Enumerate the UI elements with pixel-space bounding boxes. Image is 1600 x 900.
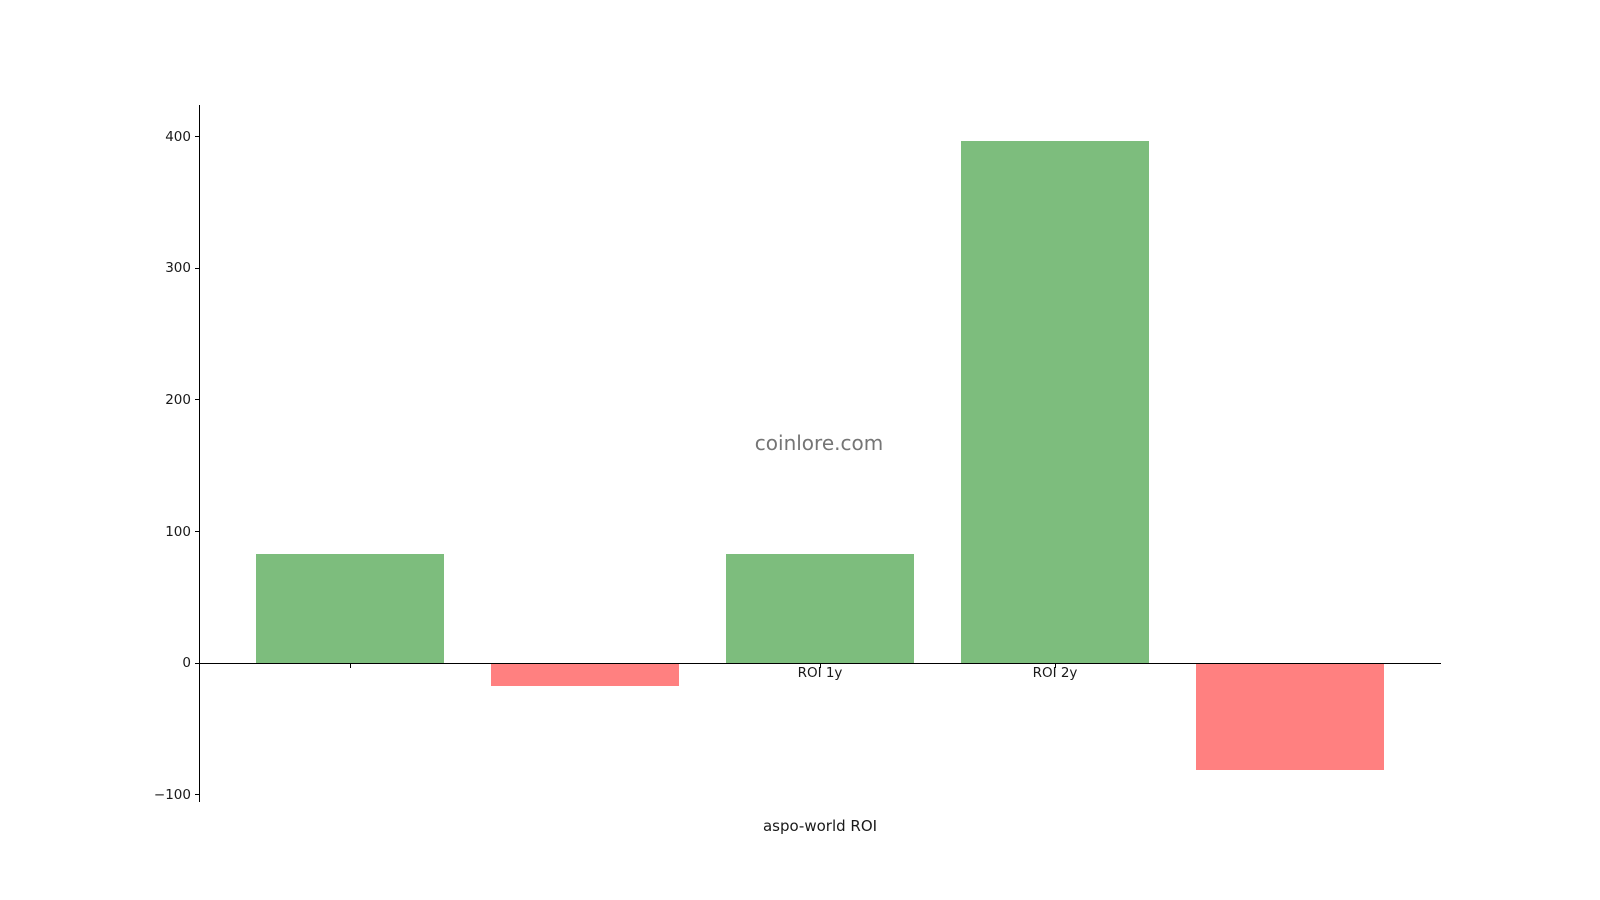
x-tick-label: ROI 1y xyxy=(797,664,843,681)
bar-negative xyxy=(491,663,679,686)
y-tick xyxy=(195,399,200,401)
y-tick xyxy=(195,662,200,664)
y-tick xyxy=(195,531,200,533)
y-tick-label: 200 xyxy=(165,391,191,408)
bar-positive xyxy=(961,140,1149,664)
y-tick-label: 300 xyxy=(165,260,191,277)
y-tick-label: 400 xyxy=(165,128,191,145)
y-tick-label: 100 xyxy=(165,523,191,540)
x-axis-title: aspo-world ROI xyxy=(762,817,878,835)
bar-negative xyxy=(1196,663,1384,770)
x-tick-label: ROI 2y xyxy=(1032,664,1078,681)
y-axis-spine xyxy=(199,105,200,802)
x-axis-line xyxy=(200,662,1441,664)
bar-positive xyxy=(726,554,914,664)
watermark: coinlore.com xyxy=(754,431,884,455)
y-tick xyxy=(195,267,200,269)
x-tick xyxy=(819,663,821,669)
y-tick xyxy=(195,794,200,796)
y-tick-label: −100 xyxy=(153,786,191,803)
y-tick-label: 0 xyxy=(182,655,191,672)
bar-positive xyxy=(256,554,444,664)
x-tick xyxy=(1054,663,1056,669)
x-tick xyxy=(349,663,351,669)
y-tick xyxy=(195,136,200,138)
